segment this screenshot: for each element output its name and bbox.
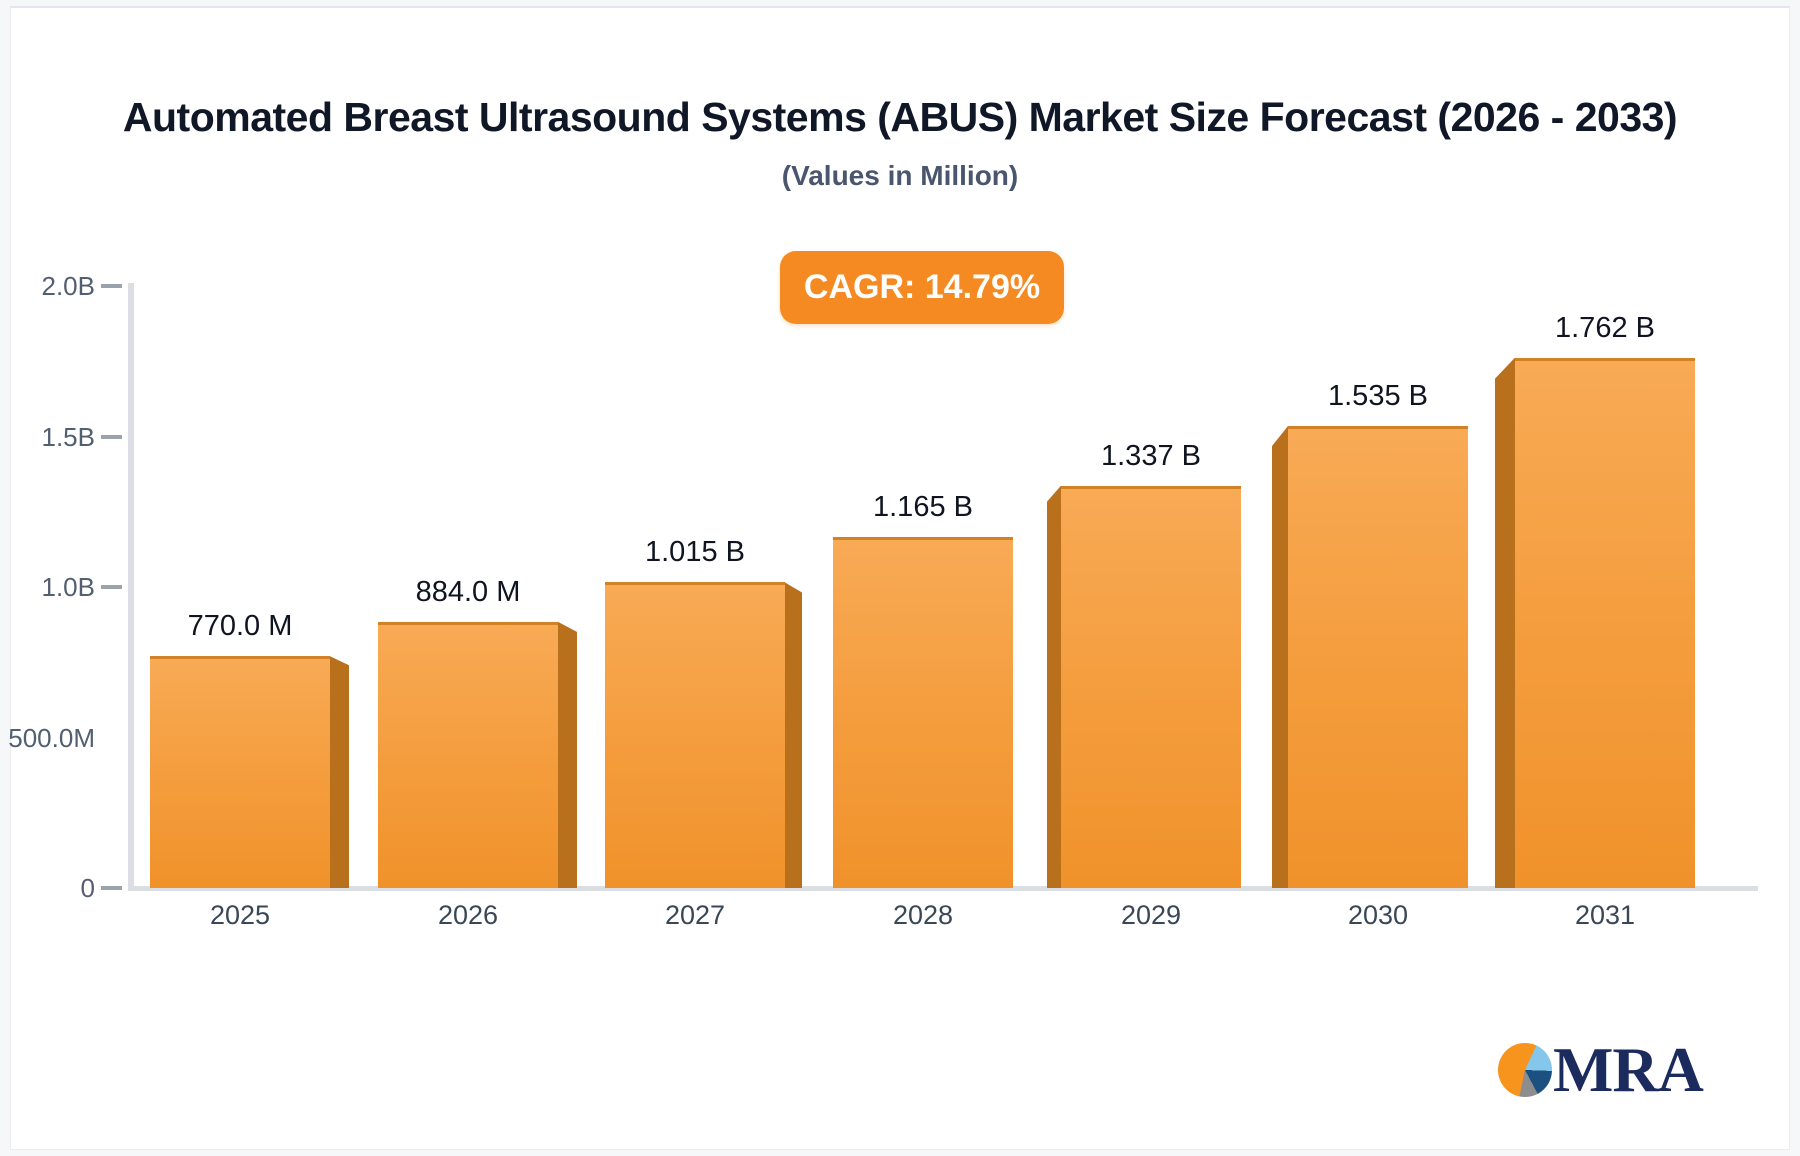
cagr-badge-label: CAGR: 14.79% — [803, 268, 1041, 306]
chart-subtitle: (Values in Million) — [781, 160, 1019, 191]
bar-value-label: 1.535 B — [1328, 379, 1428, 412]
bar-value-label: 1.762 B — [1555, 311, 1655, 344]
bar — [1515, 357, 1695, 888]
pie-chart-logo-icon — [1498, 1043, 1552, 1097]
bar-3d-side — [558, 621, 577, 888]
bar-value-label: 1.337 B — [1101, 439, 1201, 472]
bar-3d-side — [1272, 425, 1288, 888]
y-axis-tick-label: 1.5B — [41, 421, 96, 452]
logo-text: MRA — [1553, 1034, 1704, 1105]
bar-3d-side — [330, 656, 349, 888]
y-axis-tick-mark — [101, 886, 122, 890]
x-axis-category-label: 2025 — [209, 900, 271, 930]
cagr-badge: CAGR: 14.79% — [780, 251, 1064, 324]
x-axis-category-label: 2029 — [1120, 900, 1182, 930]
y-axis-tick-label: 500.0M — [8, 722, 95, 753]
y-axis-tick-label: 2.0B — [41, 271, 96, 301]
x-axis-line — [128, 886, 1758, 891]
bar — [1061, 485, 1241, 888]
bar-value-label: 1.165 B — [873, 491, 973, 524]
x-axis-category-label: 2026 — [437, 900, 499, 930]
y-axis-tick-mark — [101, 434, 122, 439]
bar-3d-side — [785, 582, 802, 888]
x-axis-category-label: 2027 — [664, 900, 726, 930]
bar — [1288, 425, 1468, 888]
bar-3d-side — [1047, 485, 1061, 888]
y-axis-tick-label: 1.0B — [41, 572, 96, 602]
bar — [150, 656, 330, 888]
bar — [605, 582, 785, 888]
bar — [378, 621, 558, 888]
y-axis-tick-label: 0 — [80, 873, 95, 903]
bar — [833, 537, 1013, 888]
x-axis-category-label: 2028 — [892, 900, 954, 930]
x-axis-category-label: 2030 — [1347, 900, 1409, 930]
bar-value-label: 770.0 M — [187, 610, 293, 643]
bar-3d-side — [1495, 357, 1515, 888]
bar-value-label: 1.015 B — [645, 536, 745, 569]
x-axis-category-label: 2031 — [1574, 900, 1636, 930]
y-axis-line — [128, 283, 134, 891]
y-axis-tick-mark — [101, 284, 122, 288]
y-axis-tick-mark — [101, 585, 122, 589]
bar-value-label: 884.0 M — [415, 575, 521, 608]
mra-logo: MRA — [1498, 1032, 1758, 1108]
chart-title: Automated Breast Ultrasound Systems (ABU… — [122, 94, 1678, 140]
